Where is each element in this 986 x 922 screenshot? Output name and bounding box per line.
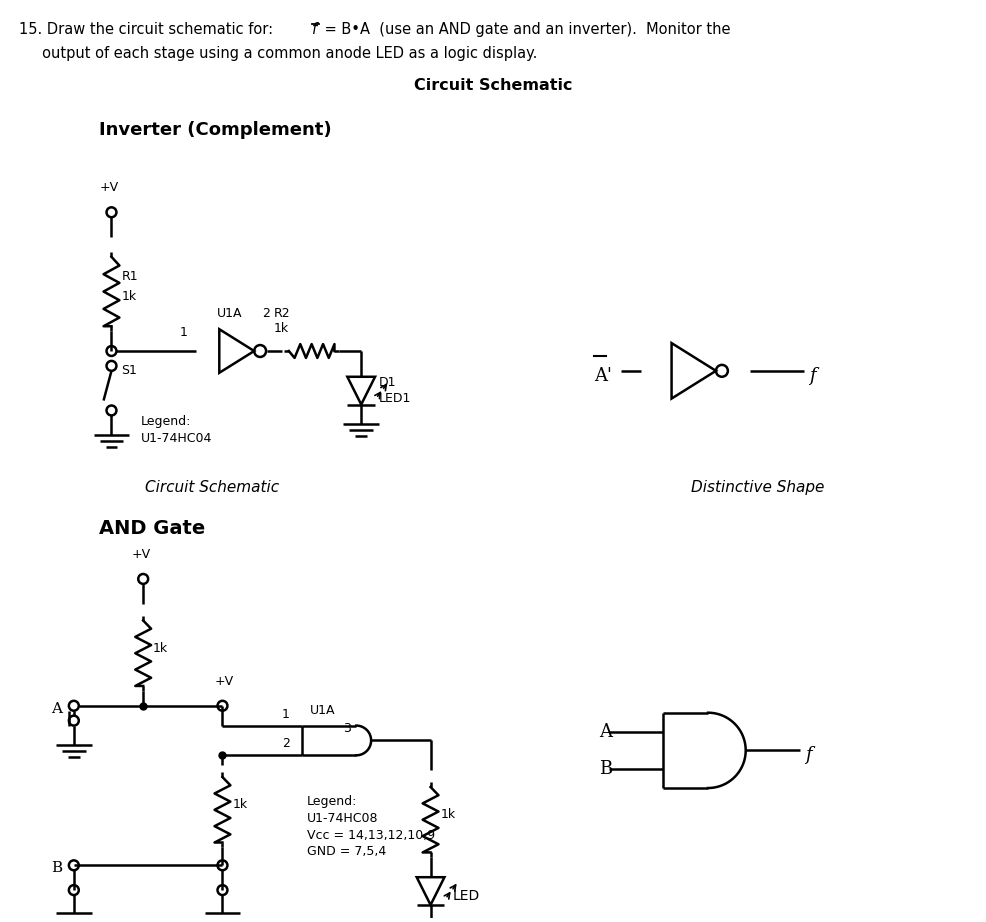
Text: Legend:: Legend: [141,416,191,429]
Text: 1: 1 [179,326,187,339]
Text: Distinctive Shape: Distinctive Shape [690,479,823,495]
Text: A: A [51,702,62,715]
Text: 2: 2 [282,738,290,751]
Text: +V: +V [131,548,150,561]
Text: Circuit Schematic: Circuit Schematic [413,78,572,93]
Text: f: f [809,367,814,384]
Text: 2: 2 [262,307,270,321]
Text: +V: +V [100,182,118,195]
Text: 1k: 1k [274,323,289,336]
Text: = B•A  (use an AND gate and an inverter).  Monitor the: = B•A (use an AND gate and an inverter).… [319,22,730,37]
Text: U1-74HC04: U1-74HC04 [141,432,212,445]
Text: A': A' [594,367,611,384]
Text: Legend:: Legend: [307,795,357,808]
Text: Circuit Schematic: Circuit Schematic [145,479,279,495]
Text: output of each stage using a common anode LED as a logic display.: output of each stage using a common anod… [20,46,537,61]
Text: AND Gate: AND Gate [99,519,205,538]
Text: U1A: U1A [310,703,335,716]
Text: U1A: U1A [217,307,243,321]
Text: Inverter (Complement): Inverter (Complement) [99,121,331,139]
Text: 15. Draw the circuit schematic for:: 15. Draw the circuit schematic for: [20,22,282,37]
Text: LED: LED [452,889,479,903]
Text: f: f [312,22,317,37]
Text: 1k: 1k [121,290,136,303]
Text: f: f [805,746,810,764]
Text: GND = 7,5,4: GND = 7,5,4 [307,845,386,858]
Text: 1k: 1k [153,642,168,655]
Text: 1k: 1k [232,798,247,811]
Text: 1: 1 [282,707,290,721]
Text: R1: R1 [121,270,138,283]
Text: +V: +V [214,675,234,688]
Text: B: B [599,761,611,778]
Text: Vcc = 14,13,12,10,9: Vcc = 14,13,12,10,9 [307,829,435,842]
Text: 1k: 1k [440,809,456,822]
Text: A: A [599,723,611,740]
Text: D1: D1 [379,376,396,389]
Text: R2: R2 [274,307,290,321]
Text: B: B [50,861,62,875]
Text: 3: 3 [343,723,351,736]
Text: LED1: LED1 [379,392,411,405]
Text: S1: S1 [121,364,137,377]
Text: U1-74HC08: U1-74HC08 [307,811,378,825]
